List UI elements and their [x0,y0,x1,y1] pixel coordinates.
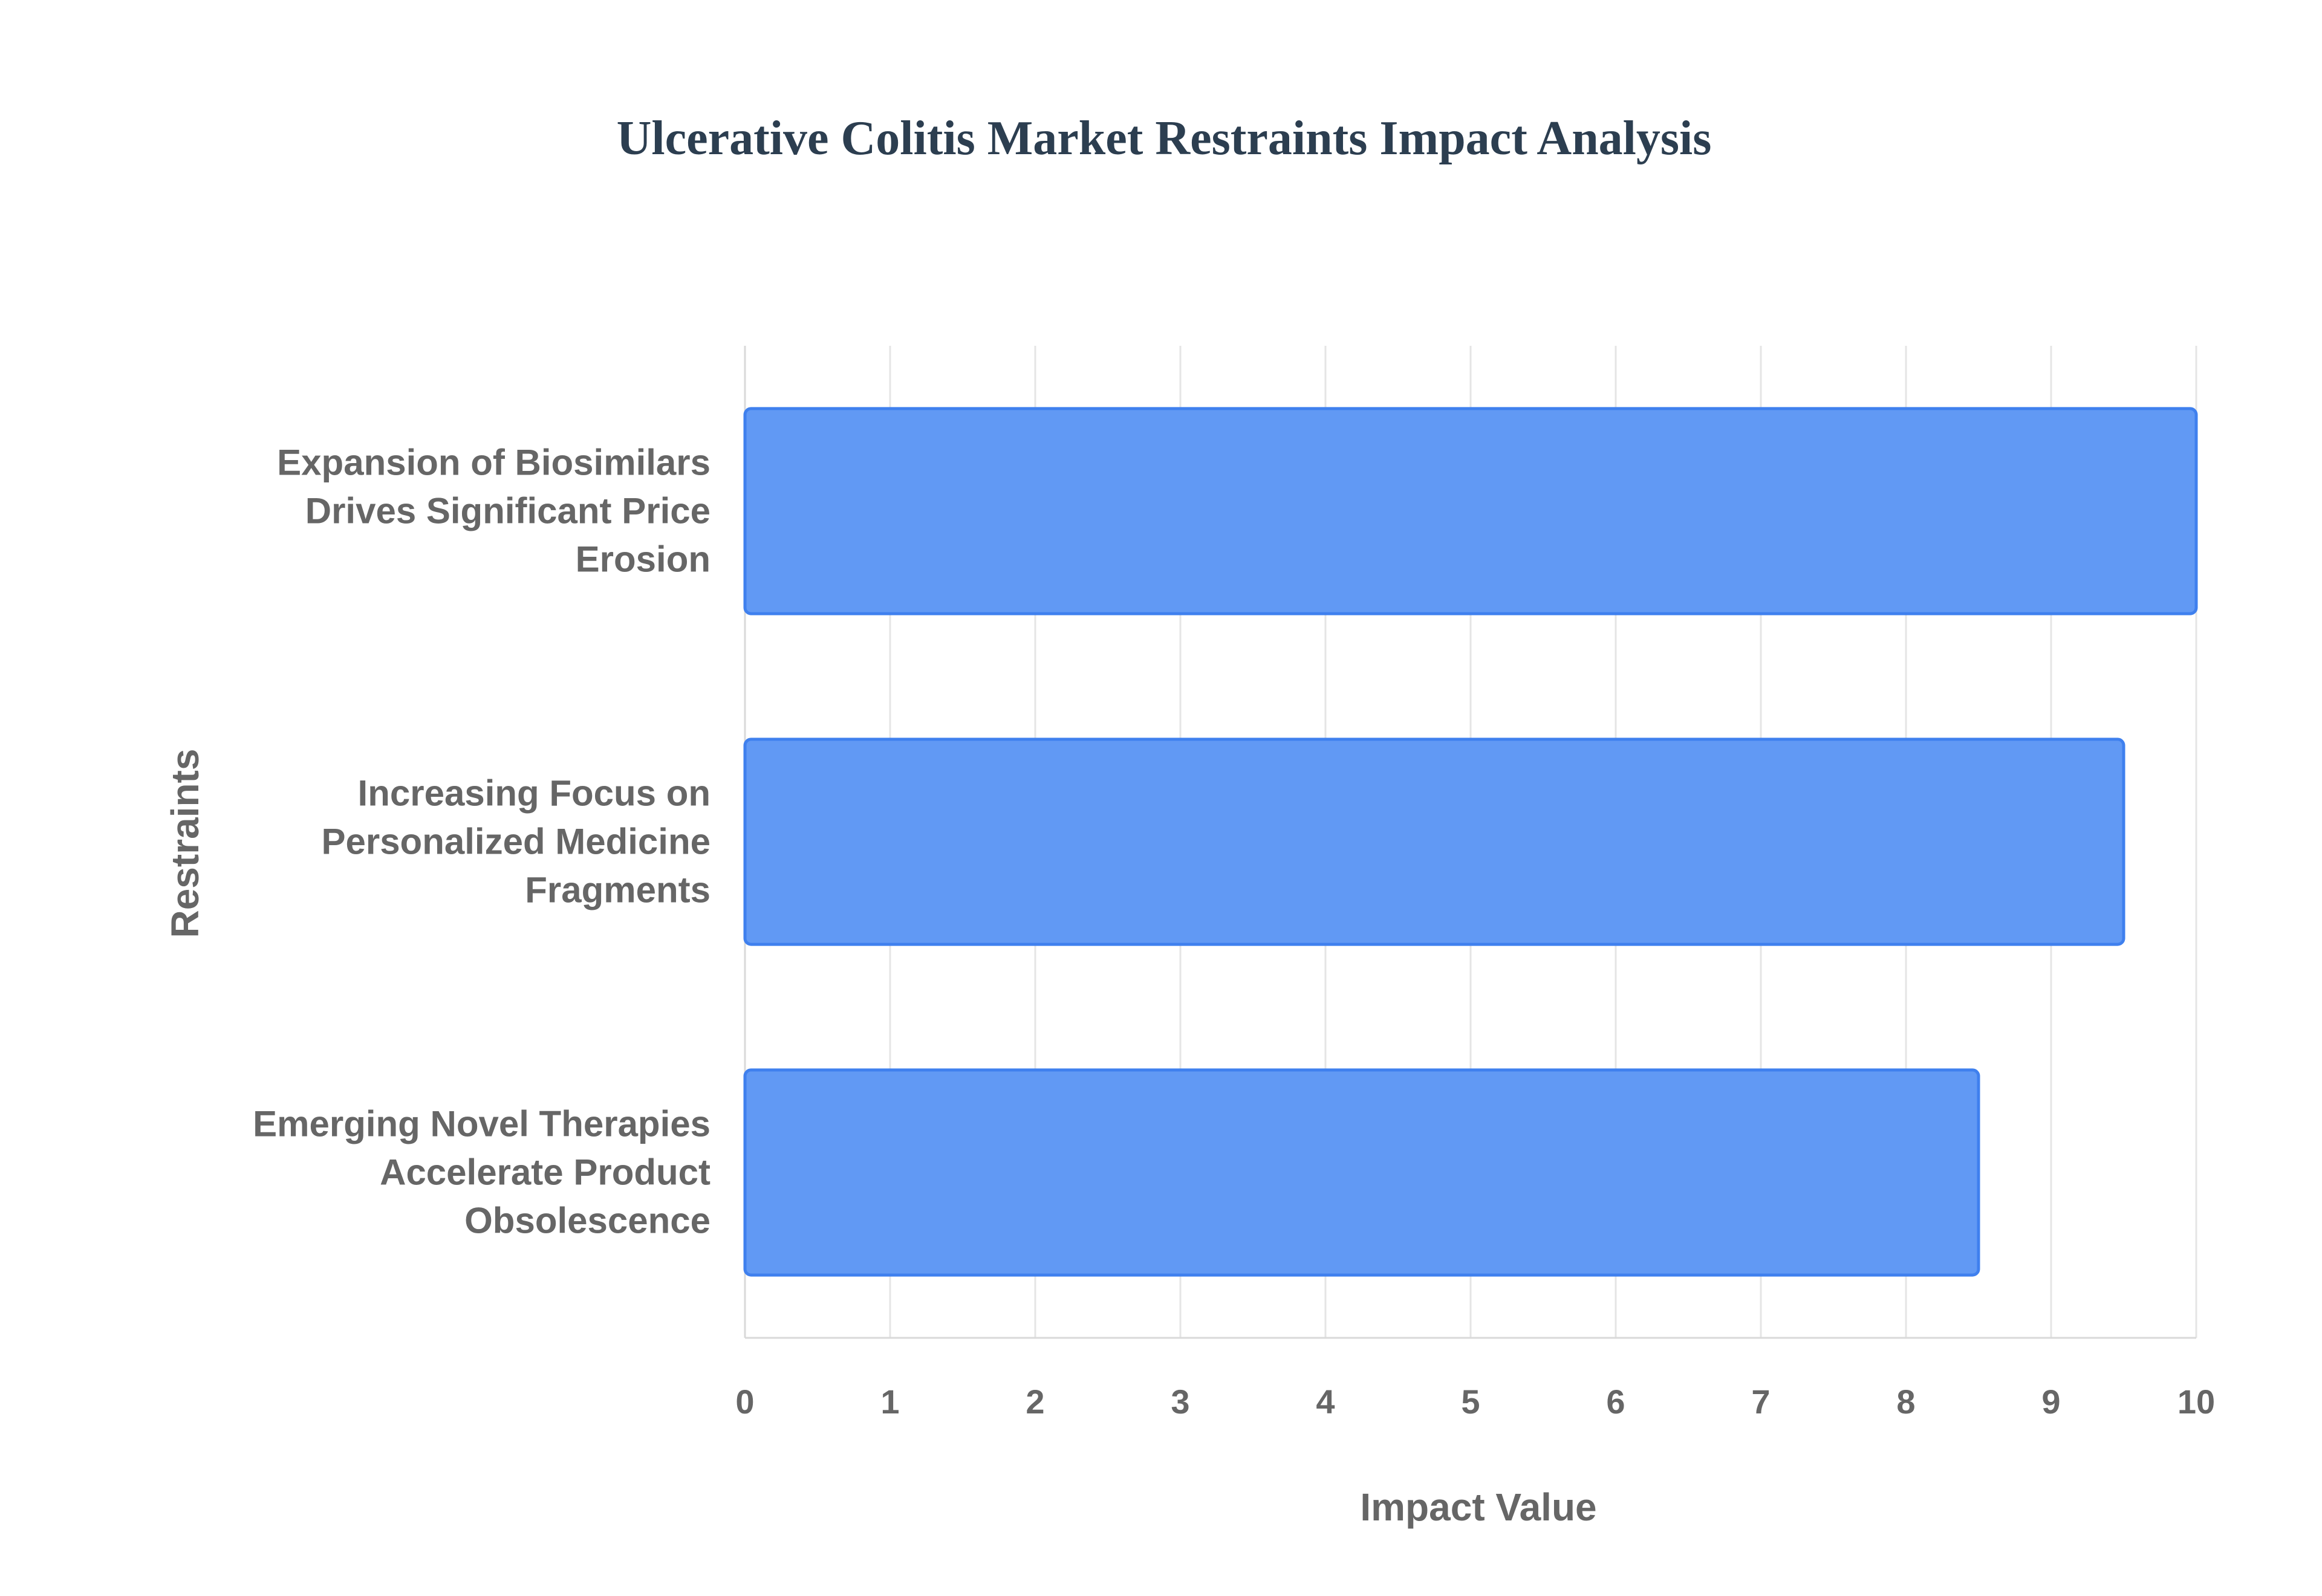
y-axis-categories: Expansion of Biosimilars Drives Significa… [253,443,711,1241]
y-category-label: Increasing Focus on Personalized Medicine… [321,773,711,910]
bars [743,407,2198,1277]
x-tick-label: 7 [1751,1383,1770,1421]
x-axis-ticks: 0 1 2 3 4 5 6 7 8 9 10 [735,1383,2215,1421]
x-tick-label: 4 [1316,1383,1335,1421]
x-tick-label: 8 [1896,1383,1915,1421]
chart-title: Ulcerative Colitis Market Restraints Imp… [617,112,1712,165]
y-category-label-line: Expansion of Biosimilars [277,443,711,483]
y-category-label-line: Drives Significant Price [305,491,711,531]
x-tick-label: 3 [1171,1383,1189,1421]
x-tick-label: 2 [1026,1383,1044,1421]
y-category-label: Expansion of Biosimilars Drives Significa… [277,443,711,580]
bar [743,738,2125,946]
x-tick-label: 1 [880,1383,899,1421]
y-category-label-line: Personalized Medicine [321,822,711,862]
y-category-label-line: Accelerate Product [380,1152,711,1193]
x-tick-label: 6 [1606,1383,1625,1421]
bar [743,407,2198,615]
y-category-label-line: Obsolescence [464,1201,711,1241]
x-axis-title: Impact Value [1360,1485,1596,1529]
y-axis-title: Restraints [163,749,207,938]
y-category-label: Emerging Novel Therapies Accelerate Produ… [253,1104,711,1241]
y-category-label-line: Erosion [576,539,711,580]
x-tick-label: 5 [1461,1383,1480,1421]
bar [743,1068,1980,1277]
x-tick-label: 10 [2177,1383,2215,1421]
y-category-label-line: Fragments [525,870,711,910]
x-tick-label: 0 [735,1383,754,1421]
y-category-label-line: Emerging Novel Therapies [253,1104,711,1144]
x-tick-label: 9 [2041,1383,2060,1421]
y-category-label-line: Increasing Focus on [358,773,711,814]
